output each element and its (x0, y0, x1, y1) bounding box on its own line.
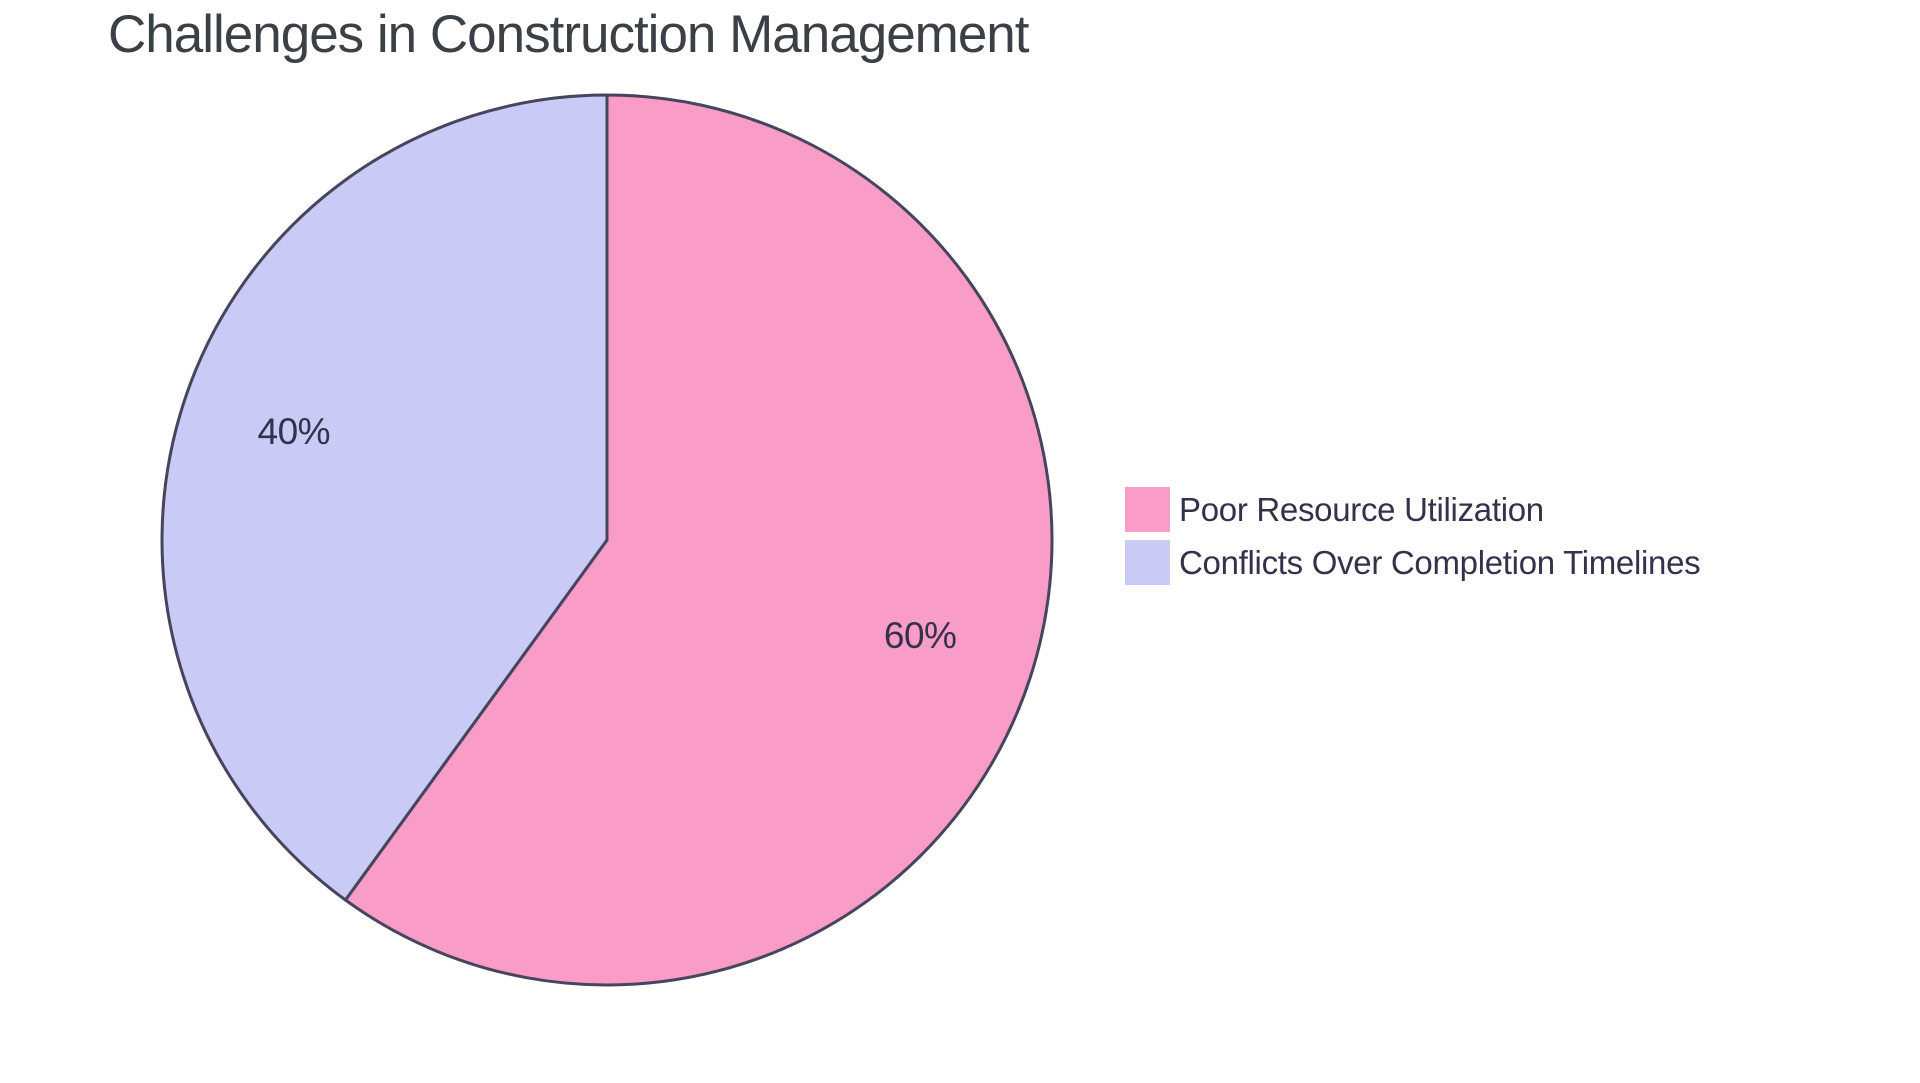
legend-item-poor-resource-utilization[interactable]: Poor Resource Utilization (1125, 487, 1700, 532)
pie-percent-label-1: 40% (258, 411, 331, 452)
legend-swatch-conflicts-over-completion-timelines (1125, 540, 1170, 585)
legend-item-conflicts-over-completion-timelines[interactable]: Conflicts Over Completion Timelines (1125, 540, 1701, 585)
legend-label-poor-resource-utilization: Poor Resource Utilization (1179, 491, 1544, 528)
pie-slice-1[interactable] (160, 93, 609, 902)
pie-percent-label-0: 60% (884, 615, 957, 656)
chart-title: Challenges in Construction Management (108, 5, 1029, 64)
pie-slice-0[interactable] (343, 93, 1054, 987)
legend: Poor Resource Utilization Conflicts Over… (1125, 487, 1701, 585)
legend-label-conflicts-over-completion-timelines: Conflicts Over Completion Timelines (1179, 544, 1701, 581)
legend-swatch-poor-resource-utilization (1125, 487, 1170, 532)
